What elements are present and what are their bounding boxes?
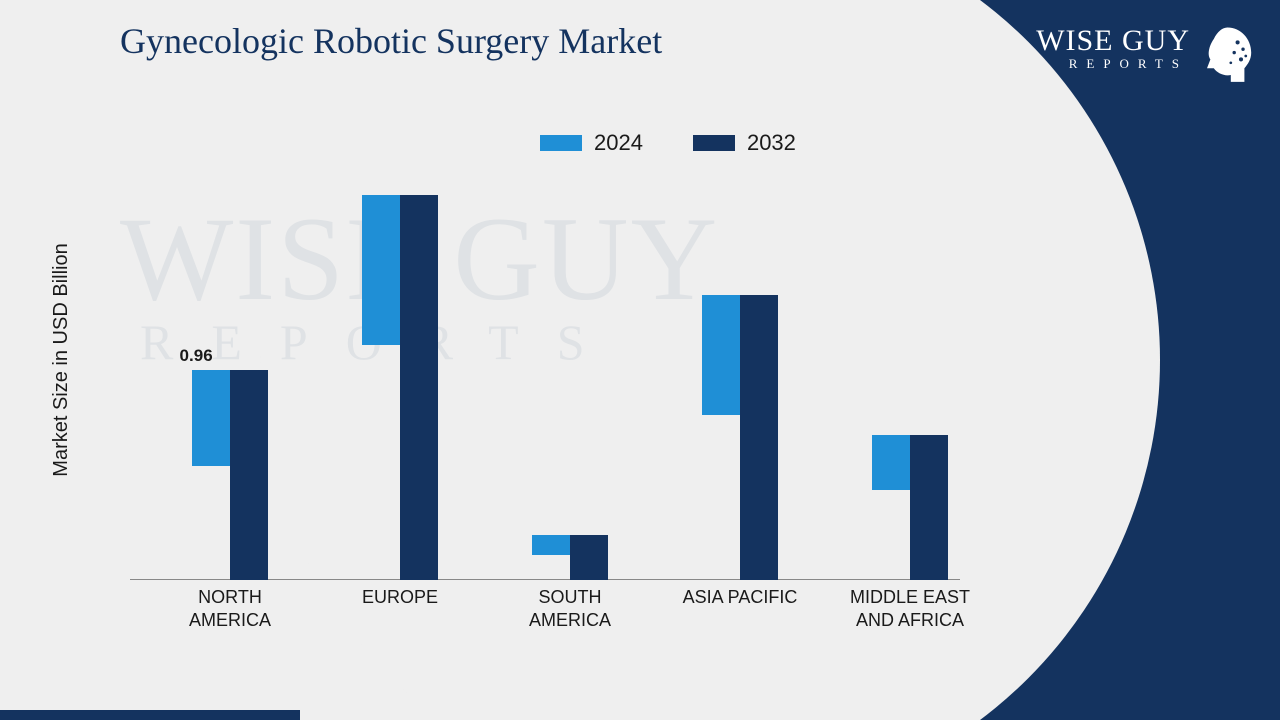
bar-2024 xyxy=(362,195,400,345)
bar-2032 xyxy=(740,295,778,580)
brain-head-icon xyxy=(1190,22,1258,90)
legend-label-2032: 2032 xyxy=(747,130,796,156)
bottom-accent-bar xyxy=(0,710,300,720)
category-label: EUROPE xyxy=(330,586,470,609)
page-root: WISE GUY REPORTS WISE GUY REPORTS Gyneco… xyxy=(0,0,1280,720)
brand-logo: WISE GUY REPORTS xyxy=(1036,24,1250,72)
category-label: NORTH AMERICA xyxy=(160,586,300,631)
legend-item-2024: 2024 xyxy=(540,130,643,156)
legend-label-2024: 2024 xyxy=(594,130,643,156)
y-axis-label: Market Size in USD Billion xyxy=(50,243,73,476)
bar-2032 xyxy=(570,535,608,580)
plot-area: 0.96NORTH AMERICA EUROPE SOUTH AMERICA ASIA… xyxy=(130,180,960,580)
category-label: MIDDLE EAST AND AFRICA xyxy=(840,586,980,631)
bar-2024: 0.96 xyxy=(192,370,230,466)
bar-2032 xyxy=(400,195,438,580)
bar-group: ASIA PACIFIC xyxy=(680,295,800,580)
category-label: ASIA PACIFIC xyxy=(670,586,810,609)
bar-2024 xyxy=(872,435,910,490)
bar-2032 xyxy=(230,370,268,580)
category-label: SOUTH AMERICA xyxy=(500,586,640,631)
chart-title: Gynecologic Robotic Surgery Market xyxy=(120,20,662,62)
bar-2024 xyxy=(532,535,570,555)
bar-value-label: 0.96 xyxy=(180,346,213,366)
legend-item-2032: 2032 xyxy=(693,130,796,156)
bar-group: SOUTH AMERICA xyxy=(510,535,630,580)
legend-swatch-2032 xyxy=(693,135,735,151)
bar-group: EUROPE xyxy=(340,195,460,580)
bar-group: 0.96NORTH AMERICA xyxy=(170,370,290,580)
bar-group: MIDDLE EAST AND AFRICA xyxy=(850,435,970,580)
bar-2024 xyxy=(702,295,740,415)
chart-area: Market Size in USD Billion 2024 2032 0.9… xyxy=(60,130,980,690)
legend: 2024 2032 xyxy=(540,130,796,156)
bar-2032 xyxy=(910,435,948,580)
legend-swatch-2024 xyxy=(540,135,582,151)
